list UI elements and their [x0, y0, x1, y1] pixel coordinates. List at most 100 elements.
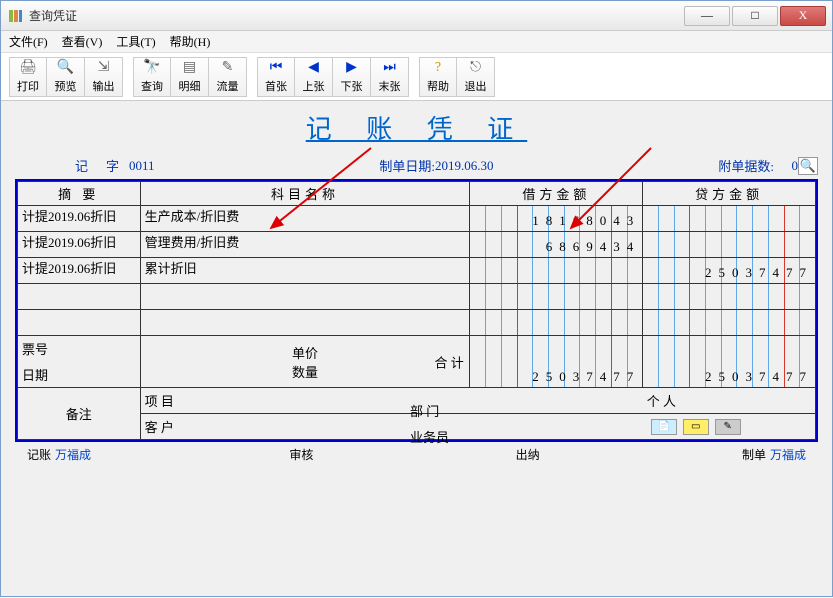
preview-icon: 🔍	[57, 60, 75, 76]
signature-row: 记账万福成 审核 出纳 制单万福成	[27, 446, 806, 463]
person-label: 个 人	[647, 394, 676, 409]
voucher-title: 记 账 凭 证	[7, 109, 826, 146]
first-icon: ⏮	[267, 60, 285, 76]
dept-label: 部 门	[410, 401, 439, 420]
cell-debit[interactable]	[470, 258, 643, 284]
cell-subject[interactable]: 累计折旧	[140, 258, 470, 284]
minimize-button[interactable]: —	[684, 6, 730, 26]
zoom-button[interactable]: 🔍	[798, 157, 818, 175]
header-debit: 借方金额	[470, 182, 643, 206]
export-icon: ⇲	[95, 60, 113, 76]
date-label2: 日期	[18, 362, 141, 388]
magnifier-icon: 🔍	[800, 158, 816, 174]
prev-button[interactable]: ◀上张	[295, 57, 333, 97]
rec-label: 记	[75, 156, 88, 175]
voucher-date: 2019.06.30	[435, 158, 494, 174]
print-button[interactable]: 🖨打印	[9, 57, 47, 97]
header-summary: 摘 要	[18, 182, 141, 206]
voucher-grid: 摘 要 科目名称 借方金额 贷方金额 计提2019.06折旧 生产成本/折旧费 …	[17, 181, 816, 440]
preview-button[interactable]: 🔍预览	[47, 57, 85, 97]
remark-label: 备注	[18, 388, 141, 440]
status-icon-2[interactable]: ▭	[683, 419, 709, 435]
query-button[interactable]: 🔭查询	[133, 57, 171, 97]
cell-credit[interactable]	[643, 232, 816, 258]
help-icon: ?	[429, 60, 447, 76]
content-area: 记 账 凭 证 记 字 0011 制单日期: 2019.06.30 附单据数: …	[1, 101, 832, 598]
date-label: 制单日期:	[379, 156, 435, 175]
voucher-header-row: 记 字 0011 制单日期: 2019.06.30 附单据数: 0 🔍	[15, 156, 818, 175]
close-button[interactable]: X	[780, 6, 826, 26]
audit-label: 审核	[289, 448, 313, 462]
menu-file[interactable]: 文件(F)	[9, 33, 48, 50]
header-credit: 贷方金额	[643, 182, 816, 206]
menu-help[interactable]: 帮助(H)	[170, 33, 211, 50]
customer-label: 客 户	[145, 420, 174, 435]
cell-credit[interactable]: 25037477	[643, 258, 816, 284]
voucher-query-window: 查询凭证 — □ X 文件(F) 查看(V) 工具(T) 帮助(H) 🖨打印 🔍…	[0, 0, 833, 597]
output-button[interactable]: ⇲输出	[85, 57, 123, 97]
table-row	[18, 284, 816, 310]
cell-summary[interactable]: 计提2019.06折旧	[18, 258, 141, 284]
next-icon: ▶	[343, 60, 361, 76]
price-label: 单价	[292, 343, 318, 362]
table-row	[18, 310, 816, 336]
toolbar: 🖨打印 🔍预览 ⇲输出 🔭查询 ▤明细 ✎流量 ⏮首张 ◀上张 ▶下张 ⏭末张 …	[1, 53, 832, 101]
biz-label: 业务员	[410, 427, 449, 446]
remark-row-1: 备注 项 目 部 门 个 人	[18, 388, 816, 414]
maximize-button[interactable]: □	[732, 6, 778, 26]
table-row: 计提2019.06折旧 生产成本/折旧费 18168043	[18, 206, 816, 232]
flow-button[interactable]: ✎流量	[209, 57, 247, 97]
flow-icon: ✎	[219, 60, 237, 76]
cell-debit[interactable]	[470, 284, 643, 310]
header-subject: 科目名称	[140, 182, 470, 206]
book-label: 记账	[27, 448, 51, 462]
cell-subject[interactable]: 管理费用/折旧费	[140, 232, 470, 258]
cell-subject[interactable]	[140, 310, 470, 336]
attach-label: 附单据数:	[718, 156, 774, 175]
project-label: 项 目	[145, 394, 174, 409]
voucher-number: 0011	[129, 158, 155, 174]
app-icon	[7, 8, 23, 24]
menu-bar: 文件(F) 查看(V) 工具(T) 帮助(H)	[1, 31, 832, 53]
cell-summary[interactable]: 计提2019.06折旧	[18, 206, 141, 232]
maker-name: 万福成	[770, 448, 806, 462]
last-icon: ⏭	[381, 60, 399, 76]
cell-debit[interactable]: 6869434	[470, 232, 643, 258]
cell-debit[interactable]	[470, 310, 643, 336]
cell-credit[interactable]	[643, 284, 816, 310]
printer-icon: 🖨	[19, 60, 37, 76]
maker-label: 制单	[742, 448, 766, 462]
cell-credit[interactable]	[643, 206, 816, 232]
menu-tools[interactable]: 工具(T)	[116, 33, 155, 50]
window-title: 查询凭证	[29, 7, 684, 24]
word-label: 字	[106, 156, 119, 175]
first-button[interactable]: ⏮首张	[257, 57, 295, 97]
cell-credit[interactable]	[643, 310, 816, 336]
cashier-label: 出纳	[516, 448, 540, 462]
attach-value: 0	[774, 158, 798, 174]
detail-button[interactable]: ▤明细	[171, 57, 209, 97]
next-button[interactable]: ▶下张	[333, 57, 371, 97]
cell-summary[interactable]	[18, 284, 141, 310]
exit-icon: ⎋	[467, 60, 485, 76]
voucher-frame: 摘 要 科目名称 借方金额 贷方金额 计提2019.06折旧 生产成本/折旧费 …	[15, 179, 818, 442]
help-button[interactable]: ?帮助	[419, 57, 457, 97]
status-icon-3[interactable]: ✎	[715, 419, 741, 435]
cell-summary[interactable]: 计提2019.06折旧	[18, 232, 141, 258]
cell-subject[interactable]	[140, 284, 470, 310]
ticket-row: 票号 单价 数量 合 计 25037477 25037477	[18, 336, 816, 362]
table-row: 计提2019.06折旧 管理费用/折旧费 6869434	[18, 232, 816, 258]
exit-button[interactable]: ⎋退出	[457, 57, 495, 97]
qty-label: 数量	[292, 362, 318, 381]
last-button[interactable]: ⏭末张	[371, 57, 409, 97]
status-icon-1[interactable]: 📄	[651, 419, 677, 435]
title-bar[interactable]: 查询凭证 — □ X	[1, 1, 832, 31]
prev-icon: ◀	[305, 60, 323, 76]
menu-view[interactable]: 查看(V)	[62, 33, 103, 50]
cell-subject[interactable]: 生产成本/折旧费	[140, 206, 470, 232]
cell-summary[interactable]	[18, 310, 141, 336]
cell-debit[interactable]: 18168043	[470, 206, 643, 232]
total-label: 合 计	[434, 352, 463, 371]
table-row: 计提2019.06折旧 累计折旧 25037477	[18, 258, 816, 284]
total-debit: 合 计 25037477	[470, 336, 643, 388]
